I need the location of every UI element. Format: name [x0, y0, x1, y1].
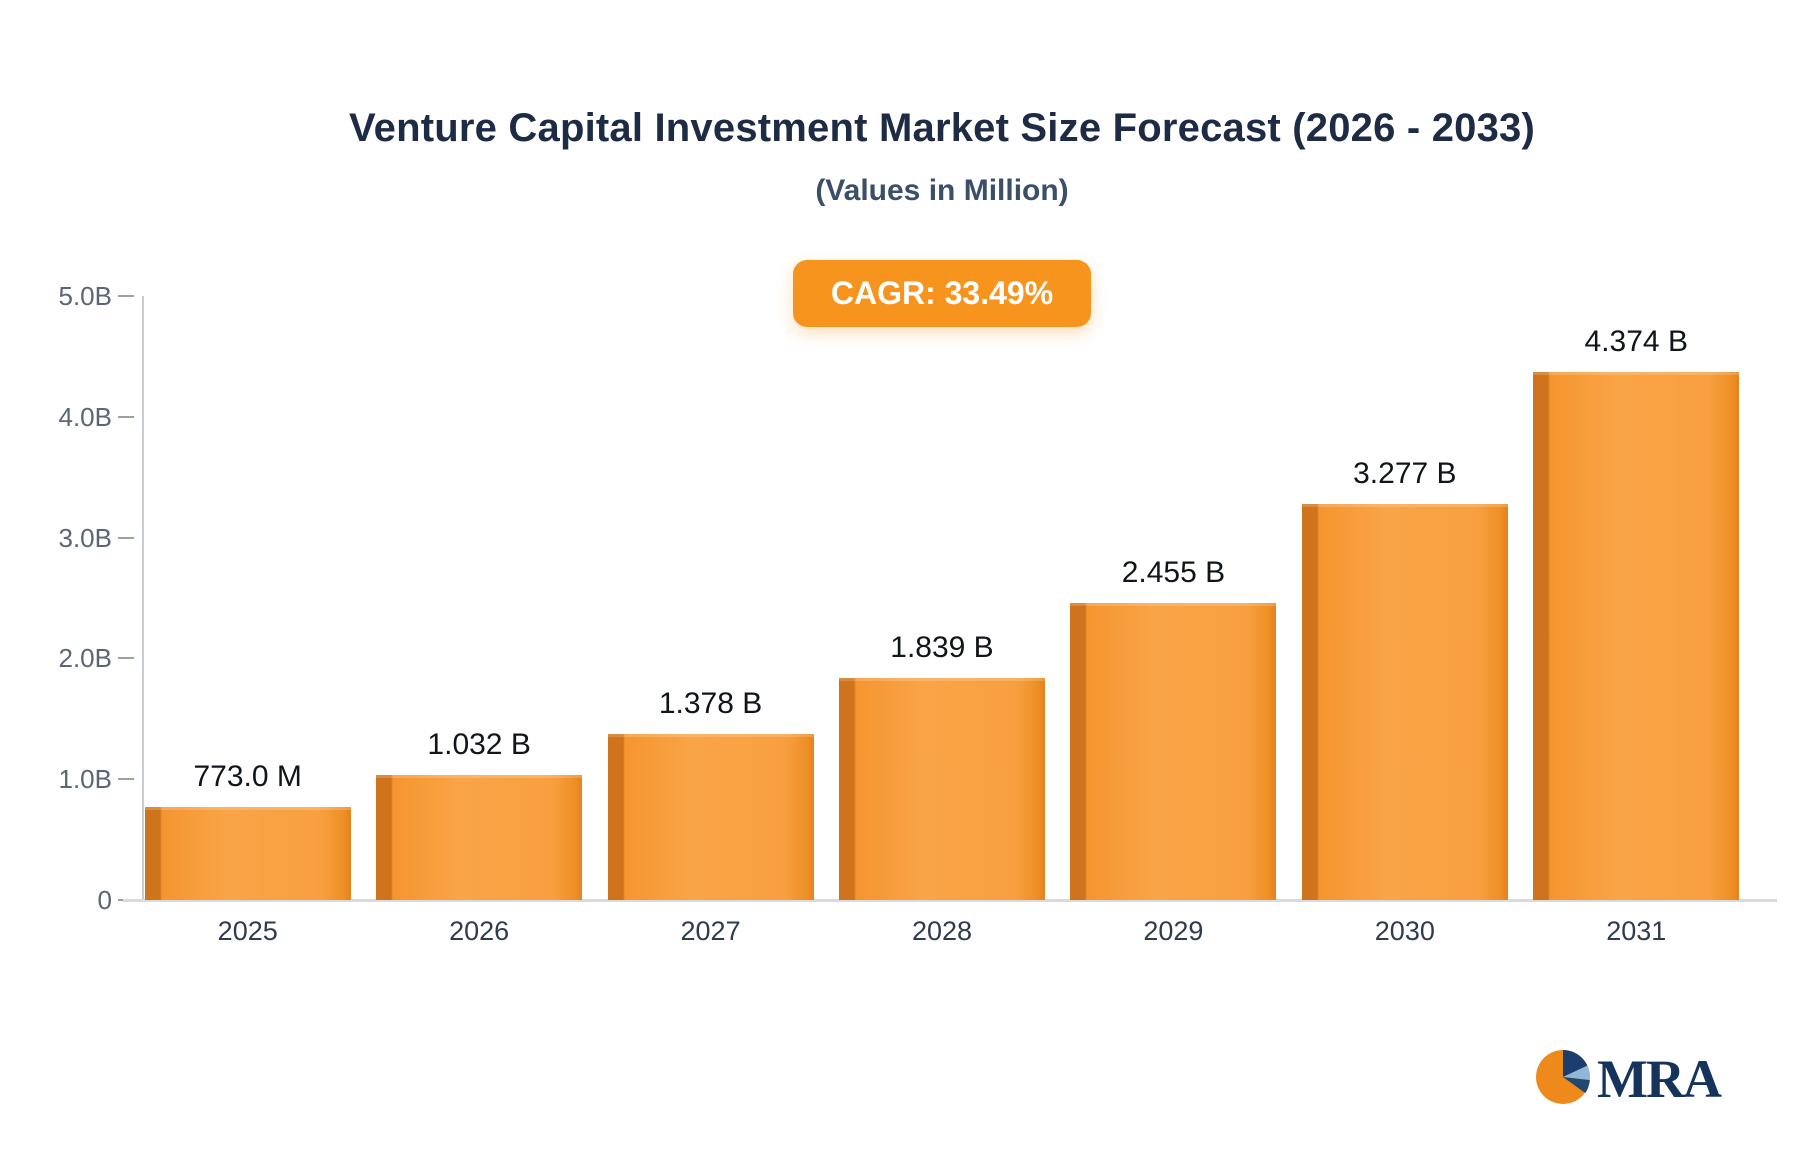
- pie-chart-icon: [1535, 1049, 1591, 1110]
- x-axis-label-2026: 2026: [449, 916, 510, 946]
- y-axis-label: 5.0B: [58, 281, 113, 311]
- x-axis-label-2028: 2028: [911, 916, 973, 946]
- y-axis-label: 0: [97, 885, 112, 915]
- chart-subtitle: (Values in Million): [815, 174, 1069, 207]
- bar-band: 773.0 M: [132, 296, 363, 900]
- bar-band: 1.378 B: [595, 296, 826, 900]
- chart-title: Venture Capital Investment Market Size F…: [348, 106, 1535, 150]
- bar-2030: [1301, 504, 1508, 900]
- bar-2027: [607, 734, 814, 900]
- y-axis-label: 2.0B: [58, 643, 113, 674]
- x-axis-label-2030: 2030: [1374, 916, 1435, 946]
- bars-row: 773.0 M 1.032 B 1.378 B 1.839 B 2.455 B 3.277…: [132, 296, 1752, 900]
- bar-2031: [1533, 372, 1740, 900]
- bar-2029: [1070, 603, 1277, 900]
- bar-band: 3.277 B: [1289, 296, 1520, 900]
- y-axis-label: 3.0B: [58, 522, 113, 553]
- y-axis-label: 4.0B: [58, 401, 113, 432]
- x-axis-line: [123, 899, 1777, 902]
- bar-band: 2.455 B: [1058, 296, 1289, 900]
- bar-value-label: 4.374 B: [1584, 325, 1688, 358]
- x-axis-labels: 2025 2026 2027 2028 2029 2030 2031: [132, 916, 1752, 947]
- x-axis-label-2031: 2031: [1606, 916, 1667, 946]
- cagr-badge: CAGR: 33.49%: [792, 260, 1092, 327]
- y-axis-line: [142, 296, 144, 902]
- bar-2026: [376, 775, 583, 900]
- logo: MRA: [1535, 1048, 1722, 1110]
- bar-band: 4.374 B: [1521, 296, 1752, 900]
- y-axis-label: 1.0B: [58, 764, 113, 795]
- x-axis-label-2027: 2027: [680, 916, 741, 946]
- bar-band: 1.839 B: [826, 296, 1057, 900]
- cagr-badge-row: CAGR: 33.49%: [132, 260, 1752, 327]
- bar-value-label: 2.455 B: [1121, 556, 1226, 589]
- bar-value-label: 1.839 B: [890, 631, 994, 664]
- x-axis-label-2029: 2029: [1143, 916, 1204, 946]
- bar-2028: [838, 678, 1045, 900]
- bar-value-label: 1.032 B: [427, 728, 531, 761]
- bar-value-label: 3.277 B: [1353, 457, 1457, 490]
- bar-value-label: 1.378 B: [658, 687, 763, 720]
- logo-text: MRA: [1597, 1049, 1722, 1109]
- bar-2025: [144, 807, 351, 900]
- bar-value-label: 773.0 M: [193, 760, 302, 793]
- x-axis-label-2025: 2025: [217, 916, 278, 946]
- bar-band: 1.032 B: [363, 296, 594, 900]
